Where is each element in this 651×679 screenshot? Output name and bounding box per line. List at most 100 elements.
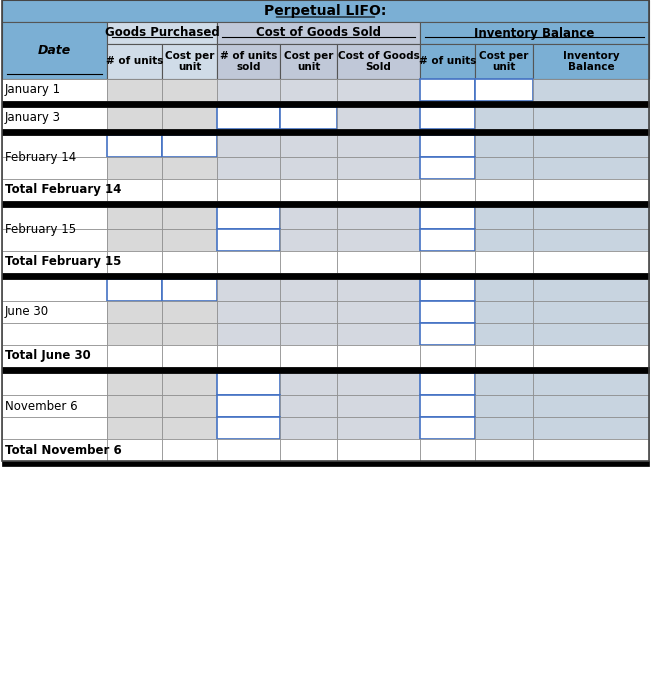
Bar (162, 107, 217, 129)
Text: Cost per
unit: Cost per unit (479, 51, 529, 72)
Bar (107, 22, 217, 44)
Bar (217, 135, 280, 157)
Bar (162, 395, 217, 417)
Bar (217, 417, 280, 439)
Text: # of units: # of units (419, 56, 476, 67)
Bar (107, 157, 162, 179)
Bar (420, 251, 475, 273)
Bar (107, 229, 162, 251)
Bar (337, 251, 420, 273)
Bar (533, 301, 649, 323)
Bar (533, 439, 649, 461)
Bar (2, 79, 107, 101)
Bar (162, 251, 217, 273)
Bar (2, 373, 107, 395)
Bar (162, 345, 217, 367)
Bar (2, 417, 107, 439)
Bar (2, 367, 649, 373)
Bar (2, 0, 649, 461)
Bar (162, 301, 217, 323)
Bar (2, 439, 107, 461)
Bar (280, 207, 337, 229)
Bar (162, 279, 217, 301)
Bar (475, 395, 533, 417)
Bar (420, 395, 475, 417)
Bar (162, 373, 217, 395)
Bar (217, 439, 280, 461)
Text: November 6: November 6 (5, 399, 77, 413)
Bar (533, 79, 649, 101)
Bar (475, 157, 533, 179)
Bar (280, 44, 337, 79)
Bar (420, 179, 475, 201)
Bar (2, 0, 649, 22)
Bar (217, 44, 280, 79)
Bar (217, 22, 420, 44)
Bar (217, 323, 280, 345)
Text: February 15: February 15 (5, 223, 76, 236)
Bar (2, 323, 107, 345)
Bar (337, 229, 420, 251)
Bar (107, 207, 162, 229)
Bar (533, 395, 649, 417)
Bar (533, 135, 649, 157)
Bar (337, 107, 420, 129)
Text: February 14: February 14 (5, 151, 76, 164)
Text: Total November 6: Total November 6 (5, 443, 122, 456)
Bar (217, 345, 280, 367)
Bar (533, 44, 649, 79)
Bar (162, 439, 217, 461)
Text: Goods Purchased: Goods Purchased (105, 26, 219, 39)
Bar (420, 44, 475, 79)
Bar (107, 395, 162, 417)
Bar (475, 44, 533, 79)
Bar (107, 301, 162, 323)
Bar (420, 345, 475, 367)
Text: June 30: June 30 (5, 306, 49, 318)
Bar (280, 251, 337, 273)
Bar (107, 107, 162, 129)
Bar (475, 251, 533, 273)
Bar (533, 417, 649, 439)
Bar (107, 279, 162, 301)
Text: # of units: # of units (106, 56, 163, 67)
Bar (533, 279, 649, 301)
Bar (217, 373, 280, 395)
Bar (337, 417, 420, 439)
Bar (337, 439, 420, 461)
Bar (2, 207, 107, 229)
Bar (337, 279, 420, 301)
Bar (280, 135, 337, 157)
Bar (162, 44, 217, 79)
Bar (337, 395, 420, 417)
Bar (162, 135, 217, 157)
Bar (280, 279, 337, 301)
Bar (217, 395, 280, 417)
Bar (533, 157, 649, 179)
Bar (107, 79, 162, 101)
Bar (217, 251, 280, 273)
Bar (107, 417, 162, 439)
Bar (420, 417, 475, 439)
Bar (162, 417, 217, 439)
Bar (420, 373, 475, 395)
Bar (2, 101, 649, 107)
Bar (217, 179, 280, 201)
Bar (420, 207, 475, 229)
Bar (475, 107, 533, 129)
Bar (2, 201, 649, 207)
Bar (475, 179, 533, 201)
Bar (280, 229, 337, 251)
Bar (162, 79, 217, 101)
Bar (337, 207, 420, 229)
Bar (280, 373, 337, 395)
Bar (280, 323, 337, 345)
Bar (2, 461, 649, 466)
Bar (280, 301, 337, 323)
Bar (533, 323, 649, 345)
Text: Cost per
unit: Cost per unit (165, 51, 214, 72)
Bar (420, 279, 475, 301)
Bar (107, 179, 162, 201)
Text: Perpetual LIFO:: Perpetual LIFO: (264, 4, 387, 18)
Bar (2, 22, 107, 79)
